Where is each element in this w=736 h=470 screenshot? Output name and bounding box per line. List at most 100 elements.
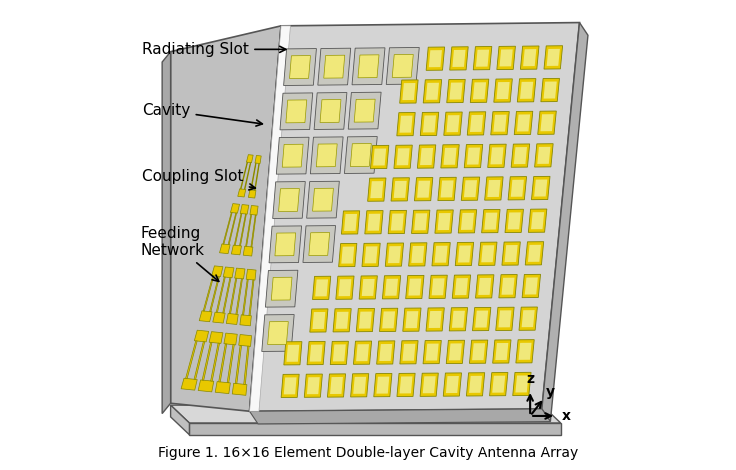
Polygon shape — [508, 212, 521, 229]
Polygon shape — [403, 83, 415, 100]
Polygon shape — [473, 47, 492, 70]
Polygon shape — [534, 180, 548, 196]
Polygon shape — [464, 180, 477, 197]
Polygon shape — [281, 374, 299, 398]
Text: Feeding
Network: Feeding Network — [140, 226, 219, 282]
Polygon shape — [438, 177, 456, 201]
Polygon shape — [492, 340, 511, 363]
Polygon shape — [420, 148, 433, 165]
Polygon shape — [275, 233, 296, 256]
Polygon shape — [391, 178, 409, 201]
Polygon shape — [249, 280, 254, 316]
Polygon shape — [514, 147, 527, 164]
Polygon shape — [339, 279, 351, 296]
Polygon shape — [255, 164, 260, 190]
Polygon shape — [235, 268, 245, 279]
Polygon shape — [449, 308, 467, 331]
Polygon shape — [250, 409, 551, 424]
Polygon shape — [517, 114, 530, 132]
Polygon shape — [411, 246, 424, 263]
Polygon shape — [279, 188, 300, 212]
Polygon shape — [540, 114, 553, 131]
Polygon shape — [547, 49, 560, 66]
Polygon shape — [313, 188, 333, 211]
Polygon shape — [246, 214, 252, 246]
Polygon shape — [330, 377, 343, 394]
Polygon shape — [467, 148, 480, 164]
Polygon shape — [478, 278, 491, 295]
Polygon shape — [310, 345, 322, 361]
Polygon shape — [488, 144, 506, 167]
Polygon shape — [315, 279, 328, 297]
Polygon shape — [370, 145, 389, 169]
Polygon shape — [324, 55, 344, 78]
Polygon shape — [441, 180, 453, 197]
Polygon shape — [309, 233, 330, 256]
Polygon shape — [420, 112, 439, 135]
Polygon shape — [358, 55, 379, 78]
Polygon shape — [336, 276, 354, 299]
Polygon shape — [434, 246, 447, 263]
Polygon shape — [388, 211, 406, 234]
Polygon shape — [453, 50, 466, 67]
Polygon shape — [377, 341, 394, 364]
Polygon shape — [458, 245, 471, 263]
Polygon shape — [397, 373, 415, 397]
Polygon shape — [380, 308, 397, 331]
Polygon shape — [443, 373, 461, 396]
Polygon shape — [441, 145, 459, 168]
Polygon shape — [496, 307, 514, 330]
Polygon shape — [311, 137, 343, 174]
Polygon shape — [417, 145, 436, 168]
Polygon shape — [356, 308, 375, 332]
Polygon shape — [314, 93, 347, 129]
Polygon shape — [414, 213, 427, 230]
Polygon shape — [239, 214, 247, 246]
Polygon shape — [516, 340, 534, 363]
Polygon shape — [422, 376, 436, 393]
Polygon shape — [515, 376, 528, 392]
Polygon shape — [250, 23, 579, 411]
Polygon shape — [240, 204, 249, 214]
Polygon shape — [456, 243, 474, 266]
Polygon shape — [171, 405, 189, 435]
Polygon shape — [520, 82, 533, 99]
Polygon shape — [386, 243, 403, 266]
Polygon shape — [289, 55, 311, 78]
Polygon shape — [234, 213, 242, 245]
Polygon shape — [505, 209, 523, 233]
Polygon shape — [475, 275, 494, 298]
Polygon shape — [268, 321, 289, 345]
Polygon shape — [417, 180, 430, 198]
Text: Figure 1. 16×16 Element Double-layer Cavity Antenna Array: Figure 1. 16×16 Element Double-layer Cav… — [158, 446, 578, 460]
Polygon shape — [435, 210, 453, 233]
Polygon shape — [414, 178, 433, 201]
Polygon shape — [231, 245, 241, 255]
Polygon shape — [432, 243, 450, 266]
Polygon shape — [403, 308, 421, 331]
Polygon shape — [280, 93, 313, 130]
Polygon shape — [470, 115, 483, 132]
Polygon shape — [426, 308, 445, 331]
Polygon shape — [528, 209, 547, 232]
Polygon shape — [467, 373, 485, 396]
Polygon shape — [470, 79, 489, 102]
Polygon shape — [386, 47, 420, 85]
Text: Coupling Slot: Coupling Slot — [142, 169, 255, 190]
Polygon shape — [219, 344, 227, 382]
Polygon shape — [429, 275, 447, 298]
Polygon shape — [444, 148, 456, 165]
Polygon shape — [189, 423, 561, 435]
Polygon shape — [511, 180, 524, 197]
Polygon shape — [472, 343, 485, 360]
Polygon shape — [320, 100, 341, 123]
Polygon shape — [531, 176, 550, 200]
Polygon shape — [537, 147, 551, 164]
Polygon shape — [544, 81, 556, 99]
Polygon shape — [513, 372, 531, 396]
Polygon shape — [230, 278, 237, 313]
Polygon shape — [240, 315, 252, 326]
Polygon shape — [210, 343, 219, 381]
Text: z: z — [526, 372, 534, 386]
Polygon shape — [446, 340, 464, 364]
